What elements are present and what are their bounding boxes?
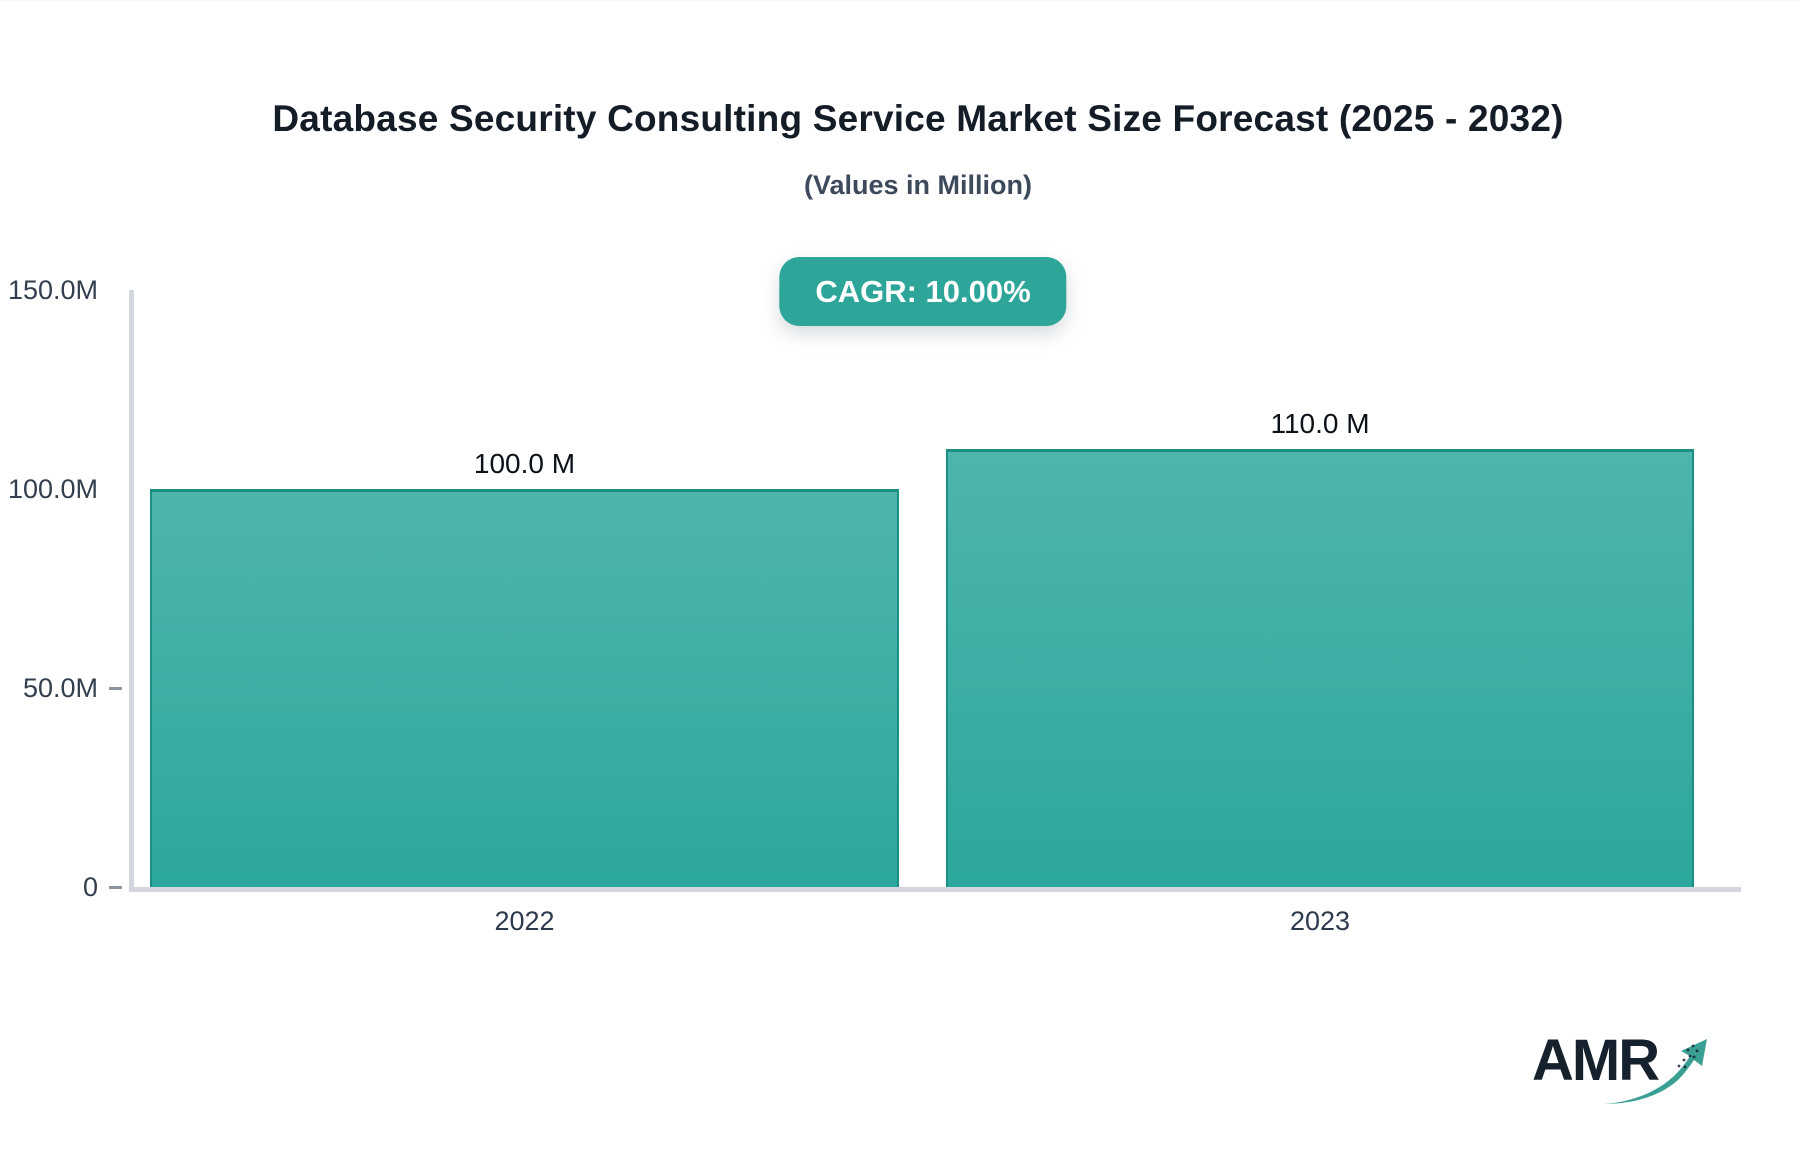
- x-tick-label-2023: 2023: [1289, 905, 1351, 936]
- bar-group-2022: 100.0 M: [150, 448, 899, 887]
- bar-value-label: 100.0 M: [473, 448, 576, 479]
- y-tick-row: 150.0M: [0, 275, 122, 305]
- y-tick-row: 100.0M: [0, 474, 122, 504]
- bar-value-label: 110.0 M: [1270, 408, 1370, 439]
- y-tick-mark: [109, 686, 122, 690]
- y-tick-mark: [109, 885, 122, 889]
- y-tick-label: 0: [82, 871, 98, 902]
- y-tick-label: 50.0M: [22, 672, 98, 703]
- y-tick-row: 50.0M: [0, 673, 122, 703]
- chart-title: Database Security Consulting Service Mar…: [272, 98, 1564, 139]
- bar-2022[interactable]: [150, 489, 899, 887]
- bar-group-2023: 110.0 M: [946, 408, 1694, 887]
- x-axis-line: [129, 887, 1741, 892]
- y-tick-row: 0: [0, 872, 122, 902]
- x-tick-label-2022: 2022: [494, 905, 555, 936]
- bar-2023[interactable]: [946, 449, 1694, 887]
- chart-subtitle: (Values in Million): [803, 170, 1033, 200]
- cagr-badge: CAGR: 10.00%: [779, 257, 1067, 326]
- y-axis-line: [129, 290, 134, 890]
- amr-logo-text: AMR: [1532, 1028, 1660, 1093]
- amr-logo: AMR: [1532, 1032, 1712, 1110]
- y-tick-label: 100.0M: [7, 473, 98, 504]
- y-tick-label: 150.0M: [7, 274, 98, 305]
- trend-up-arrow-icon: [1604, 1039, 1708, 1104]
